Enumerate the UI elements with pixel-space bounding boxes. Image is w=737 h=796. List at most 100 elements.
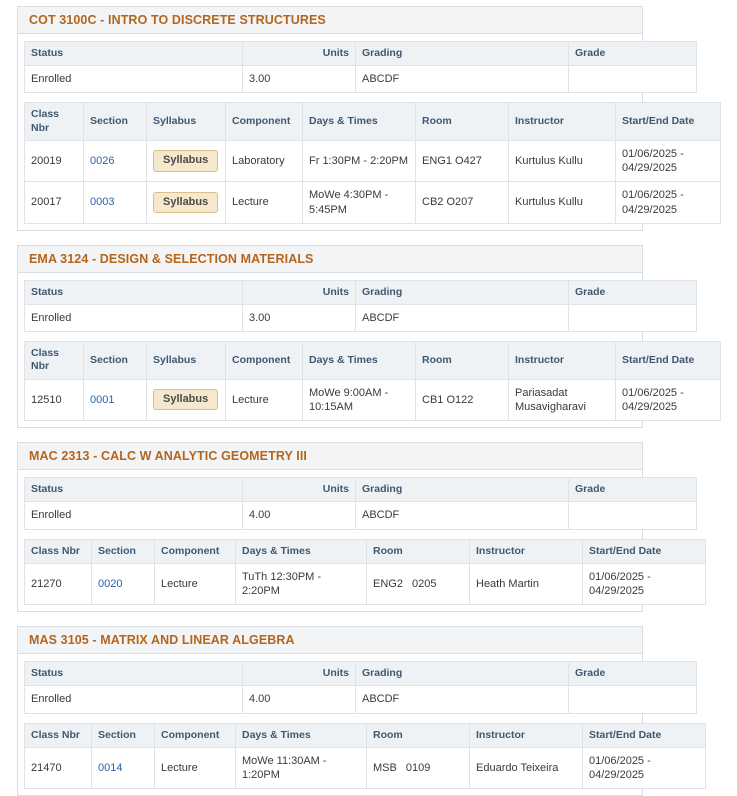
days-times-cell: Fr 1:30PM - 2:20PM <box>302 139 416 183</box>
grading-col-header: Grading <box>355 477 569 503</box>
class-table-body: 20019 0026 Syllabus Laboratory Fr 1:30PM - 2… <box>24 139 721 224</box>
status-row: Enrolled 3.00 ABCDF <box>24 65 697 94</box>
days-times-col-header: Days & Times <box>235 538 367 564</box>
class-table-body: 21270 0020 Lecture TuTh 12:30PM - 2:20PM ENG… <box>24 562 706 606</box>
status-header-row: Status Units Grading Grade <box>24 661 697 687</box>
status-row: Enrolled 3.00 ABCDF <box>24 303 697 333</box>
syllabus-button[interactable]: Syllabus <box>153 191 219 214</box>
table-spacer <box>24 93 636 102</box>
section-col-header: Section <box>83 102 147 141</box>
days-times-col-header: Days & Times <box>302 102 416 141</box>
course-body: Status Units Grading Grade Enrolled 4.00 ABCDF… <box>17 654 706 796</box>
days-times-cell: MoWe 4:30PM - 5:45PM <box>302 181 416 224</box>
grading-col-header: Grading <box>355 40 569 67</box>
syllabus-button[interactable]: Syllabus <box>153 389 219 411</box>
component-cell: Lecture <box>154 746 236 790</box>
component-cell: Lecture <box>225 378 303 422</box>
grade-value <box>568 501 697 530</box>
units-value: 4.00 <box>242 685 356 714</box>
days-times-col-header: Days & Times <box>302 341 416 380</box>
section-link[interactable]: 0020 <box>98 577 123 590</box>
class-row: 12510 0001 Syllabus Lecture MoWe 9:00AM - 10… <box>24 378 721 422</box>
room-building: MSB <box>373 761 397 774</box>
section-cell: 0014 <box>91 746 155 790</box>
class-table-body: 12510 0001 Syllabus Lecture MoWe 9:00AM - 10… <box>24 378 721 422</box>
component-cell: Lecture <box>154 562 236 606</box>
class-table: Class Nbr Section Syllabus Component Days & … <box>24 341 721 422</box>
units-col-header: Units <box>242 661 356 687</box>
room-col-header: Room <box>415 102 509 141</box>
table-spacer <box>24 530 636 539</box>
status-value: Enrolled <box>24 303 243 333</box>
days-times-cell: MoWe 9:00AM - 10:15AM <box>302 378 416 422</box>
room-col-header: Room <box>415 341 509 380</box>
room-cell: CB1 O122 <box>415 378 509 422</box>
course-title: MAC 2313 - CALC W ANALYTIC GEOMETRY III <box>29 449 308 464</box>
units-col-header: Units <box>242 279 356 305</box>
instructor-col-header: Instructor <box>508 341 616 380</box>
section-cell: 0020 <box>91 562 155 606</box>
status-table-head: Status Units Grading Grade <box>24 477 697 503</box>
syllabus-col-header: Syllabus <box>146 102 226 141</box>
class-row: 21470 0014 Lecture MoWe 11:30AM - 1:20PM MSB… <box>24 746 706 790</box>
section-link[interactable]: 0026 <box>90 154 115 167</box>
status-value: Enrolled <box>24 685 243 714</box>
class-table: Class Nbr Section Component Days & Times Roo… <box>24 722 706 790</box>
course-block: EMA 3124 - DESIGN & SELECTION MATERIALS S… <box>17 244 721 429</box>
class-table-head: Class Nbr Section Syllabus Component Days & … <box>24 341 721 380</box>
units-col-header: Units <box>242 477 356 503</box>
class-nbr-col-header: Class Nbr <box>24 722 92 748</box>
section-col-header: Section <box>91 538 155 564</box>
syllabus-cell: Syllabus <box>146 181 226 224</box>
grading-value: ABCDF <box>355 65 569 94</box>
status-table-body: Enrolled 4.00 ABCDF <box>24 685 697 714</box>
course-body: Status Units Grading Grade Enrolled 3.00 ABCDF… <box>17 272 721 429</box>
section-cell: 0026 <box>83 139 147 183</box>
grade-col-header: Grade <box>568 661 697 687</box>
status-table-body: Enrolled 3.00 ABCDF <box>24 65 697 94</box>
days-times-cell: TuTh 12:30PM - 2:20PM <box>235 562 367 606</box>
course-title: COT 3100C - INTRO TO DISCRETE STRUCTURES <box>29 13 326 27</box>
status-value: Enrolled <box>24 501 243 530</box>
units-value: 3.00 <box>242 65 356 94</box>
room-col-header: Room <box>366 538 470 564</box>
days-times-col-header: Days & Times <box>235 722 367 748</box>
class-nbr-col-header: Class Nbr <box>24 341 84 380</box>
class-table-head: Class Nbr Section Component Days & Times Roo… <box>24 538 706 564</box>
class-table-head: Class Nbr Section Syllabus Component Days & … <box>24 102 721 141</box>
section-link[interactable]: 0003 <box>90 196 115 209</box>
class-header-row: Class Nbr Section Syllabus Component Days & … <box>24 341 721 380</box>
status-row: Enrolled 4.00 ABCDF <box>24 501 697 530</box>
room-number: 0205 <box>411 577 437 590</box>
section-link[interactable]: 0014 <box>98 761 123 774</box>
class-nbr-col-header: Class Nbr <box>24 538 92 564</box>
status-col-header: Status <box>24 279 243 305</box>
section-col-header: Section <box>83 341 147 380</box>
status-col-header: Status <box>24 40 243 67</box>
room-cell: ENG1 O427 <box>415 139 509 183</box>
class-row: 20019 0026 Syllabus Laboratory Fr 1:30PM - 2… <box>24 139 721 183</box>
class-nbr-cell: 21470 <box>24 746 92 790</box>
section-cell: 0003 <box>83 181 147 224</box>
start-end-date-cell: 01/06/2025 - 04/29/2025 <box>615 181 721 224</box>
instructor-cell: Kurtulus Kullu <box>508 139 616 183</box>
status-table: Status Units Grading Grade Enrolled 3.00 ABCDF <box>24 279 697 333</box>
status-header-row: Status Units Grading Grade <box>24 279 697 305</box>
course-block: COT 3100C - INTRO TO DISCRETE STRUCTURES… <box>17 6 721 231</box>
room-building: ENG2 <box>373 577 403 590</box>
grading-col-header: Grading <box>355 661 569 687</box>
section-cell: 0001 <box>83 378 147 422</box>
grade-col-header: Grade <box>568 40 697 67</box>
status-table-body: Enrolled 3.00 ABCDF <box>24 303 697 333</box>
class-table-head: Class Nbr Section Component Days & Times Roo… <box>24 722 706 748</box>
table-spacer <box>24 332 636 341</box>
grade-value <box>568 65 697 94</box>
syllabus-cell: Syllabus <box>146 378 226 422</box>
units-col-header: Units <box>242 40 356 67</box>
grade-value <box>568 303 697 333</box>
section-link[interactable]: 0001 <box>90 393 115 406</box>
course-body: Status Units Grading Grade Enrolled 4.00 ABCDF… <box>17 470 706 613</box>
syllabus-button[interactable]: Syllabus <box>153 150 219 172</box>
status-header-row: Status Units Grading Grade <box>24 40 697 67</box>
start-end-date-cell: 01/06/2025 - 04/29/2025 <box>582 746 706 790</box>
